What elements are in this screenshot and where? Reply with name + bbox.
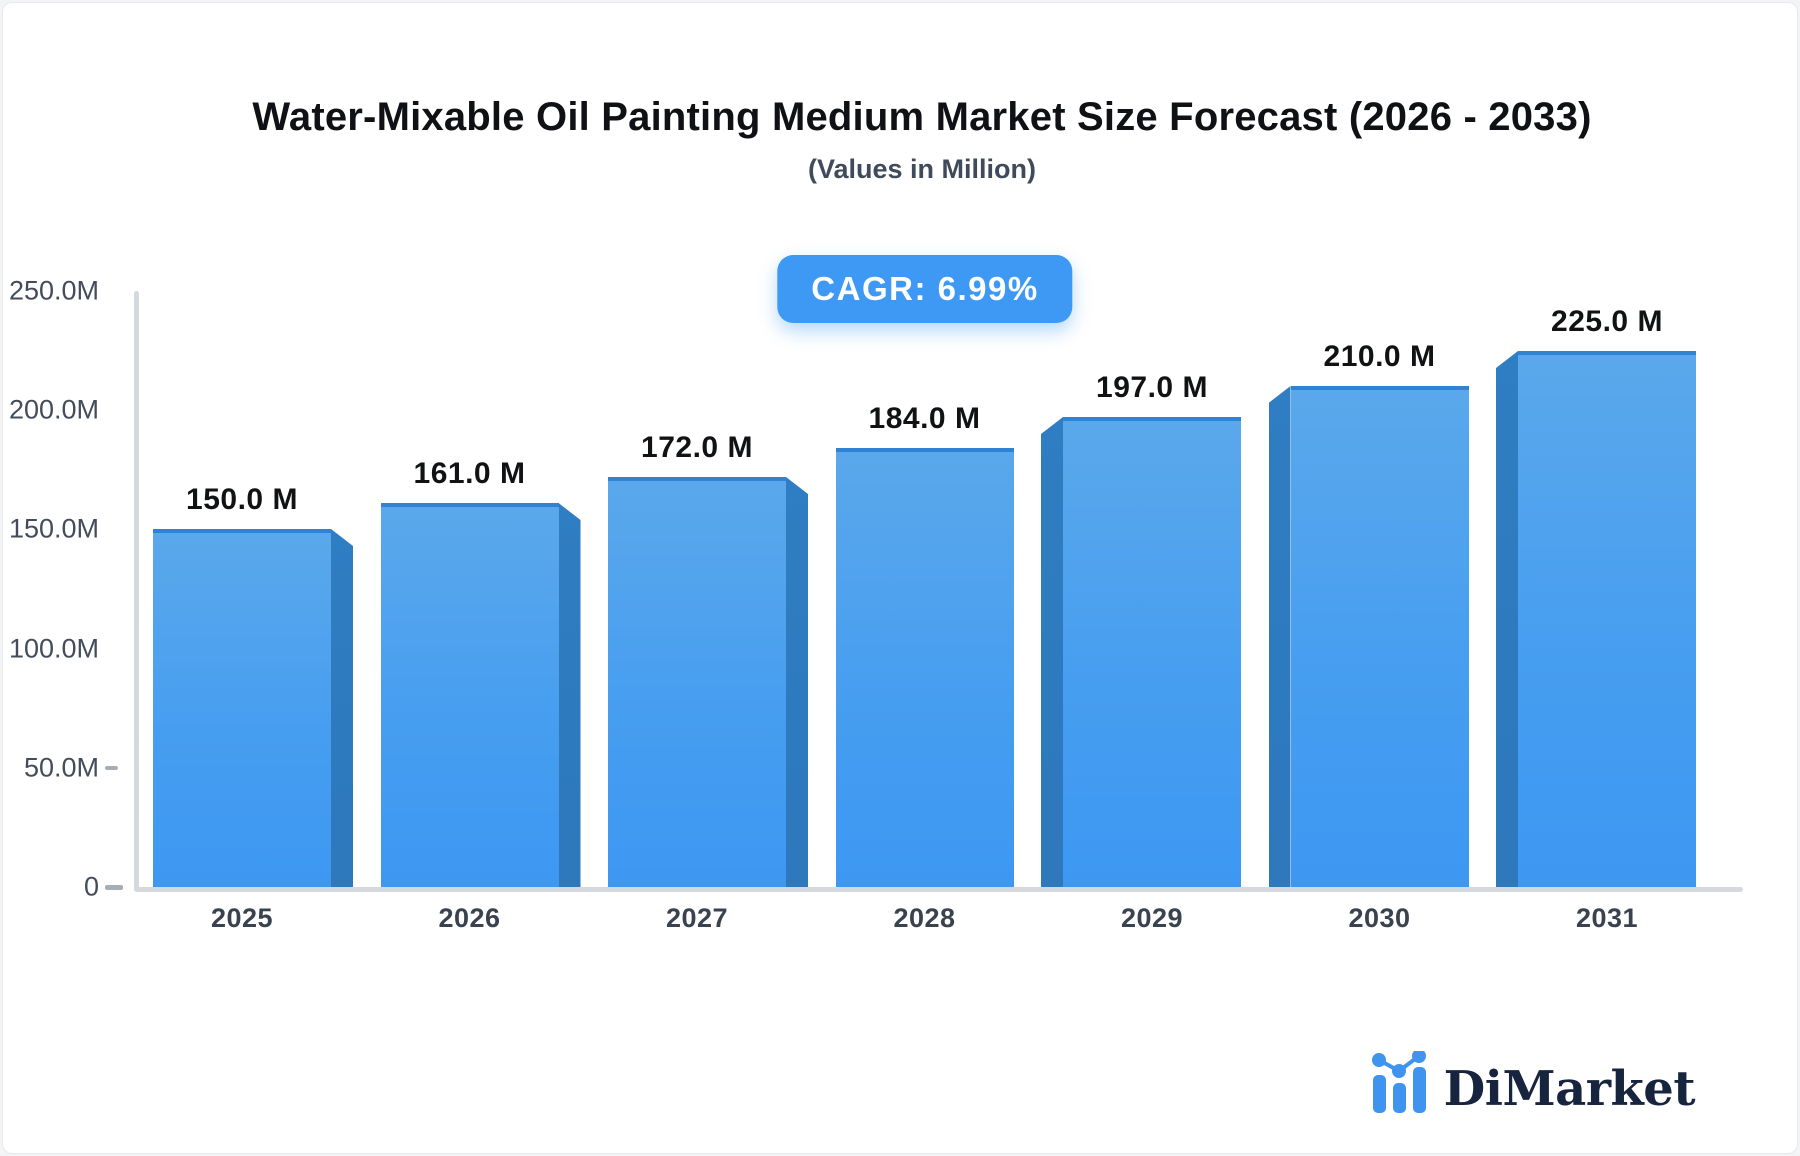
y-axis-label: 250.0M — [8, 275, 99, 306]
bar-value-label: 184.0 M — [868, 402, 981, 435]
y-axis-tick — [105, 765, 118, 770]
y-axis-label: 150.0M — [8, 513, 99, 544]
bar-value-label: 225.0 M — [1551, 305, 1663, 338]
bar-value-label: 197.0 M — [1096, 371, 1208, 404]
brand-logo: DiMarket — [1370, 1051, 1696, 1117]
bar-2026[interactable] — [380, 503, 559, 887]
y-axis-line — [134, 291, 139, 890]
y-axis-label: 200.0M — [8, 394, 99, 425]
bar-3d-side — [1496, 351, 1518, 887]
chart-subtitle: (Values in Million) — [807, 154, 1037, 184]
bar-3d-side — [1041, 417, 1063, 887]
x-axis-label: 2027 — [665, 903, 729, 933]
x-axis-label: 2026 — [438, 903, 501, 933]
brand-name: DiMarket — [1443, 1061, 1696, 1117]
bar-2029[interactable] — [1063, 417, 1241, 887]
bar-3d-side — [786, 477, 808, 887]
bar-chart-plot: 250.0M 200.0M 150.0M 100.0M 50.0M 0 150.0 M 202… — [3, 3, 1797, 1153]
bar-2027[interactable] — [608, 477, 786, 887]
bar-3d-side — [558, 503, 581, 887]
bar-3d-side — [331, 529, 353, 887]
y-axis-label: 50.0M — [23, 752, 99, 783]
x-axis-label: 2025 — [210, 903, 274, 933]
bar-2025[interactable] — [153, 529, 331, 887]
x-axis-label: 2029 — [1120, 903, 1184, 933]
y-axis-tick — [105, 884, 123, 890]
x-axis-label: 2031 — [1575, 903, 1639, 933]
bar-2030[interactable] — [1290, 386, 1469, 887]
bar-value-label: 172.0 M — [641, 431, 753, 464]
bar-3d-side — [1268, 386, 1291, 887]
y-axis-label: 0 — [83, 871, 99, 902]
x-axis-label: 2030 — [1348, 903, 1411, 933]
bar-2028[interactable] — [835, 448, 1014, 887]
cagr-badge: CAGR: 6.99% — [777, 255, 1073, 323]
chart-header: Water-Mixable Oil Painting Medium Market… — [47, 3, 1797, 185]
chart-title: Water-Mixable Oil Painting Medium Market… — [252, 95, 1592, 139]
bar-chart-logo-icon — [1371, 1051, 1426, 1113]
x-axis-label: 2028 — [893, 903, 956, 933]
bar-value-label: 210.0 M — [1323, 340, 1436, 373]
bar-2031[interactable] — [1518, 351, 1696, 887]
bar-value-label: 161.0 M — [413, 457, 526, 490]
y-axis-label: 100.0M — [8, 633, 99, 664]
bar-value-label: 150.0 M — [186, 483, 298, 516]
x-axis-baseline — [134, 887, 1743, 892]
